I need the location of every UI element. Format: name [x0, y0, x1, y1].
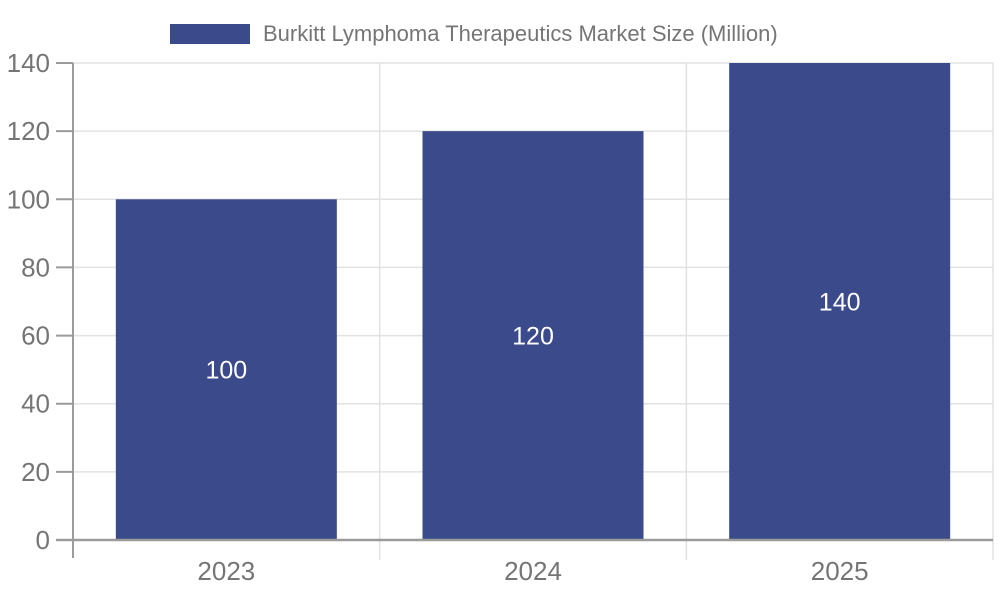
bar-2024[interactable] [422, 131, 644, 540]
legend-swatch [170, 24, 250, 44]
legend-label: Burkitt Lymphoma Therapeutics Market Siz… [263, 21, 778, 46]
bar-value-label: 140 [819, 289, 861, 317]
bar-2025[interactable] [729, 63, 951, 540]
y-tick-label: 40 [21, 389, 50, 419]
x-tick-label: 2023 [197, 556, 255, 586]
bar-value-label: 100 [205, 357, 247, 385]
y-tick-label: 60 [21, 321, 50, 351]
y-tick-label: 100 [7, 184, 50, 214]
bar-2023[interactable] [115, 199, 337, 541]
bar-value-label: 120 [512, 323, 554, 351]
y-tick-label: 120 [7, 116, 50, 146]
legend-item[interactable]: Burkitt Lymphoma Therapeutics Market Siz… [170, 21, 778, 47]
x-tick-label: 2024 [504, 556, 562, 586]
y-tick-label: 80 [21, 252, 50, 282]
y-tick-label: 0 [36, 525, 50, 555]
y-tick-label: 140 [7, 48, 50, 78]
x-tick-label: 2025 [811, 556, 869, 586]
y-tick-label: 20 [21, 457, 50, 487]
